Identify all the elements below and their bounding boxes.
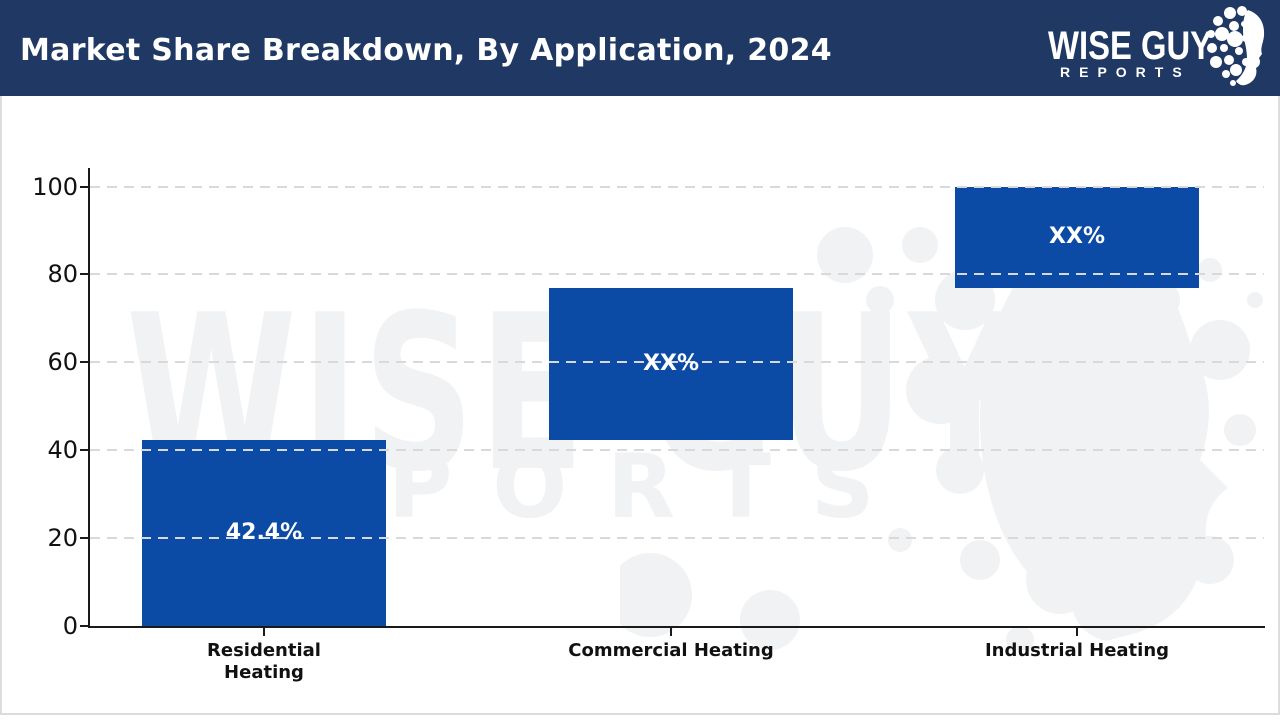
- header-bar: Market Share Breakdown, By Application, …: [0, 0, 1280, 96]
- x-tick-mark: [263, 628, 265, 636]
- wiseguy-face-watermark: [620, 227, 1263, 650]
- x-tick-mark: [670, 628, 672, 636]
- y-tick-mark: [80, 185, 89, 188]
- y-tick-mark: [80, 537, 89, 540]
- bar-commercial-heating: [549, 287, 793, 440]
- figure-border-right: [1278, 96, 1280, 715]
- x-category-label-line: Commercial Heating: [568, 640, 774, 661]
- bar-value-label: 42.4%: [225, 519, 303, 545]
- y-tick-label: 60: [47, 348, 78, 377]
- y-tick-mark: [80, 625, 89, 627]
- y-tick-mark: [80, 449, 89, 452]
- x-axis-line: [88, 626, 1265, 628]
- logo-text-wiseguy: WISE GUY: [1048, 24, 1213, 68]
- x-category-label: Industrial Heating: [917, 640, 1237, 662]
- logo-face-icon: [1207, 6, 1265, 86]
- y-tick-label: 80: [47, 260, 78, 289]
- x-category-label-line: Residential: [207, 640, 321, 661]
- y-axis-line: [88, 168, 90, 627]
- gridline: [90, 537, 1264, 540]
- y-tick-label: 40: [47, 436, 78, 465]
- bar-residential-heating: [142, 439, 386, 626]
- y-tick-label: 20: [47, 524, 78, 553]
- x-tick-mark: [1076, 628, 1078, 636]
- x-category-label: Commercial Heating: [511, 640, 831, 662]
- chart-title: Market Share Breakdown, By Application, …: [20, 33, 832, 68]
- y-tick-mark: [80, 361, 89, 364]
- bar-value-label: XX%: [1049, 224, 1105, 250]
- logo-text-reports: REPORTS: [1060, 64, 1191, 80]
- bar-industrial-heating: [955, 186, 1199, 288]
- gridline: [90, 361, 1264, 364]
- x-category-label-line: Industrial Heating: [984, 640, 1170, 661]
- y-tick-mark: [80, 273, 89, 276]
- gridline: [90, 185, 1264, 188]
- y-tick-label: 0: [62, 612, 78, 640]
- gridline: [90, 273, 1264, 276]
- gridline: [90, 449, 1264, 452]
- figure-border-left: [0, 96, 2, 715]
- x-category-label: Residential Heating: [104, 640, 424, 684]
- wiseguy-logo: WISE GUY REPORTS: [1016, 0, 1266, 96]
- figure-border-bottom: [0, 713, 1280, 715]
- y-tick-label: 100: [32, 172, 78, 201]
- x-category-label-line: Heating: [224, 662, 304, 683]
- bar-value-label: XX%: [643, 350, 699, 376]
